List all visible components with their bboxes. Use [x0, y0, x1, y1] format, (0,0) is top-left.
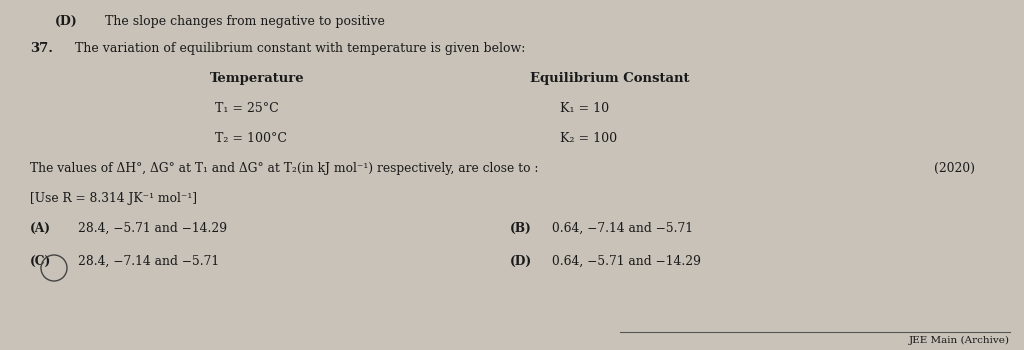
Text: (D): (D)	[510, 255, 532, 268]
Text: [Use R = 8.314 JK⁻¹ mol⁻¹]: [Use R = 8.314 JK⁻¹ mol⁻¹]	[30, 192, 197, 205]
Text: (2020): (2020)	[934, 162, 975, 175]
Text: Temperature: Temperature	[210, 72, 304, 85]
Text: K₁ = 10: K₁ = 10	[560, 102, 609, 115]
Text: 28.4, −5.71 and −14.29: 28.4, −5.71 and −14.29	[78, 222, 227, 235]
Text: 0.64, −5.71 and −14.29: 0.64, −5.71 and −14.29	[552, 255, 701, 268]
Text: (D): (D)	[55, 15, 78, 28]
Text: 37.: 37.	[30, 42, 53, 55]
Text: (A): (A)	[30, 222, 51, 235]
Text: (B): (B)	[510, 222, 531, 235]
Text: T₂ = 100°C: T₂ = 100°C	[215, 132, 287, 145]
Text: (C): (C)	[30, 255, 51, 268]
Text: JEE Main (Archive): JEE Main (Archive)	[909, 336, 1010, 345]
Text: The slope changes from negative to positive: The slope changes from negative to posit…	[105, 15, 385, 28]
Text: K₂ = 100: K₂ = 100	[560, 132, 617, 145]
Text: T₁ = 25°C: T₁ = 25°C	[215, 102, 279, 115]
Text: 28.4, −7.14 and −5.71: 28.4, −7.14 and −5.71	[78, 255, 219, 268]
Text: 0.64, −7.14 and −5.71: 0.64, −7.14 and −5.71	[552, 222, 693, 235]
Text: The variation of equilibrium constant with temperature is given below:: The variation of equilibrium constant wi…	[75, 42, 525, 55]
Text: The values of ΔH°, ΔG° at T₁ and ΔG° at T₂(in kJ mol⁻¹) respectively, are close : The values of ΔH°, ΔG° at T₁ and ΔG° at …	[30, 162, 539, 175]
Text: Equilibrium Constant: Equilibrium Constant	[530, 72, 689, 85]
